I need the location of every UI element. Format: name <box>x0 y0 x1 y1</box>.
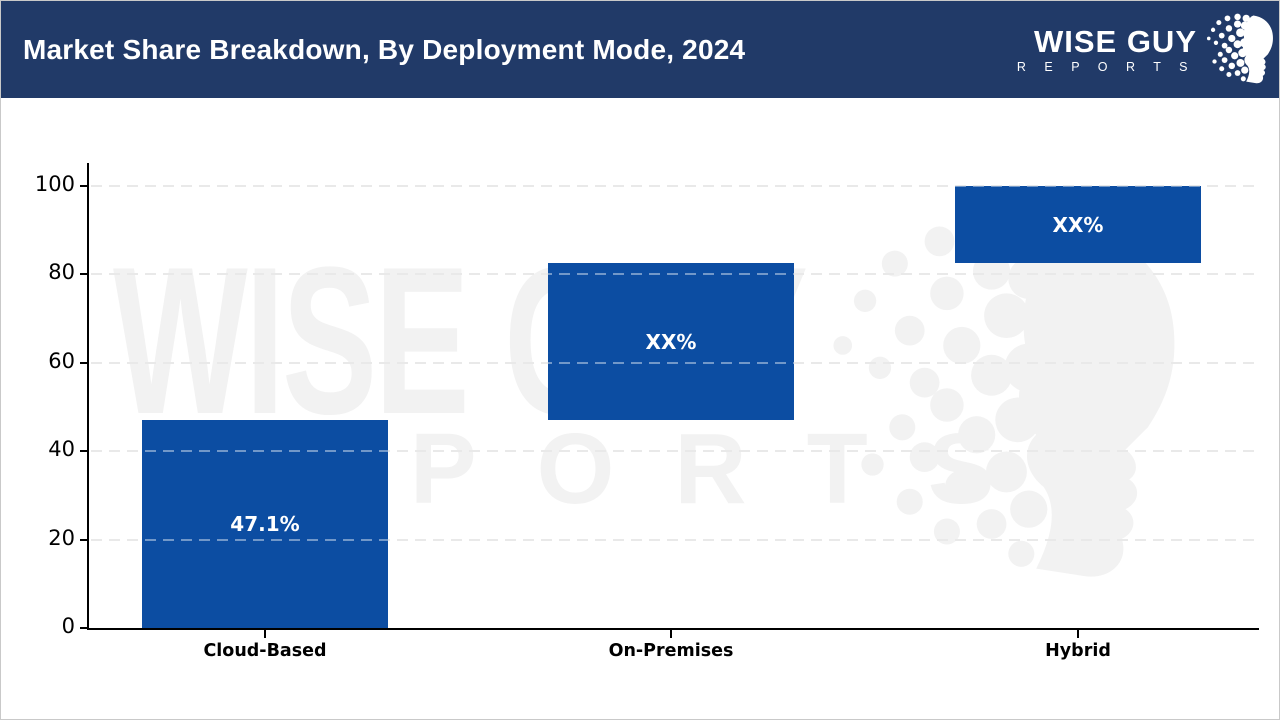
gridline-overlay-y100 <box>91 185 1259 187</box>
y-tick-label-40: 40 <box>48 437 75 462</box>
y-tick-label-0: 0 <box>61 614 75 638</box>
x-axis-line <box>87 628 1259 630</box>
y-tick-mark-0 <box>80 627 88 629</box>
gridline-overlay-y20 <box>91 538 1259 541</box>
bar-value-label: 47.1% <box>230 511 300 536</box>
bar-value-label: XX% <box>1052 212 1104 237</box>
y-tick-label-60: 60 <box>48 348 75 373</box>
gridline-y40 <box>91 450 1259 453</box>
y-tick-mark-80 <box>80 273 88 276</box>
y-tick-label-100: 100 <box>34 172 75 196</box>
brand-logo-wiseguy-text: WISE GUY <box>1033 23 1197 59</box>
watermark-dot-head-icon <box>833 219 1175 577</box>
bar-on-premises: XX% <box>548 263 794 420</box>
gridline-y100 <box>91 185 1259 187</box>
y-tick-mark-60 <box>80 361 88 364</box>
gridline-overlay-y60 <box>91 361 1259 364</box>
x-tick-mark-0 <box>264 630 266 638</box>
x-label-on-premises: On-Premises <box>608 641 734 661</box>
y-tick-label-20: 20 <box>48 525 75 550</box>
bar-value-label: XX% <box>645 329 697 354</box>
gridline-overlay-y80 <box>91 273 1259 276</box>
gridline-overlay-y40 <box>91 450 1259 453</box>
x-tick-mark-2 <box>1077 630 1079 638</box>
x-label-hybrid: Hybrid <box>1045 641 1111 661</box>
y-tick-mark-40 <box>80 450 88 453</box>
bar-hybrid: XX% <box>955 186 1201 264</box>
brand-dot-head-icon <box>1206 13 1273 84</box>
y-tick-mark-100 <box>80 185 88 187</box>
brand-logo-reports-text: R E P O R T S <box>1016 59 1195 74</box>
chart-title: Market Share Breakdown, By Deployment Mo… <box>23 33 746 65</box>
y-tick-mark-20 <box>80 538 88 541</box>
brand-logo: WISE GUY R E P O R T S <box>1017 1 1197 98</box>
y-tick-label-80: 80 <box>48 260 75 285</box>
x-tick-mark-1 <box>670 630 672 638</box>
bar-cloud-based: 47.1% <box>142 419 388 628</box>
gridline-y20 <box>91 538 1259 541</box>
header-bar: Market Share Breakdown, By Deployment Mo… <box>1 1 1279 98</box>
x-label-cloud-based: Cloud-Based <box>203 641 327 661</box>
y-axis-line <box>87 163 89 630</box>
